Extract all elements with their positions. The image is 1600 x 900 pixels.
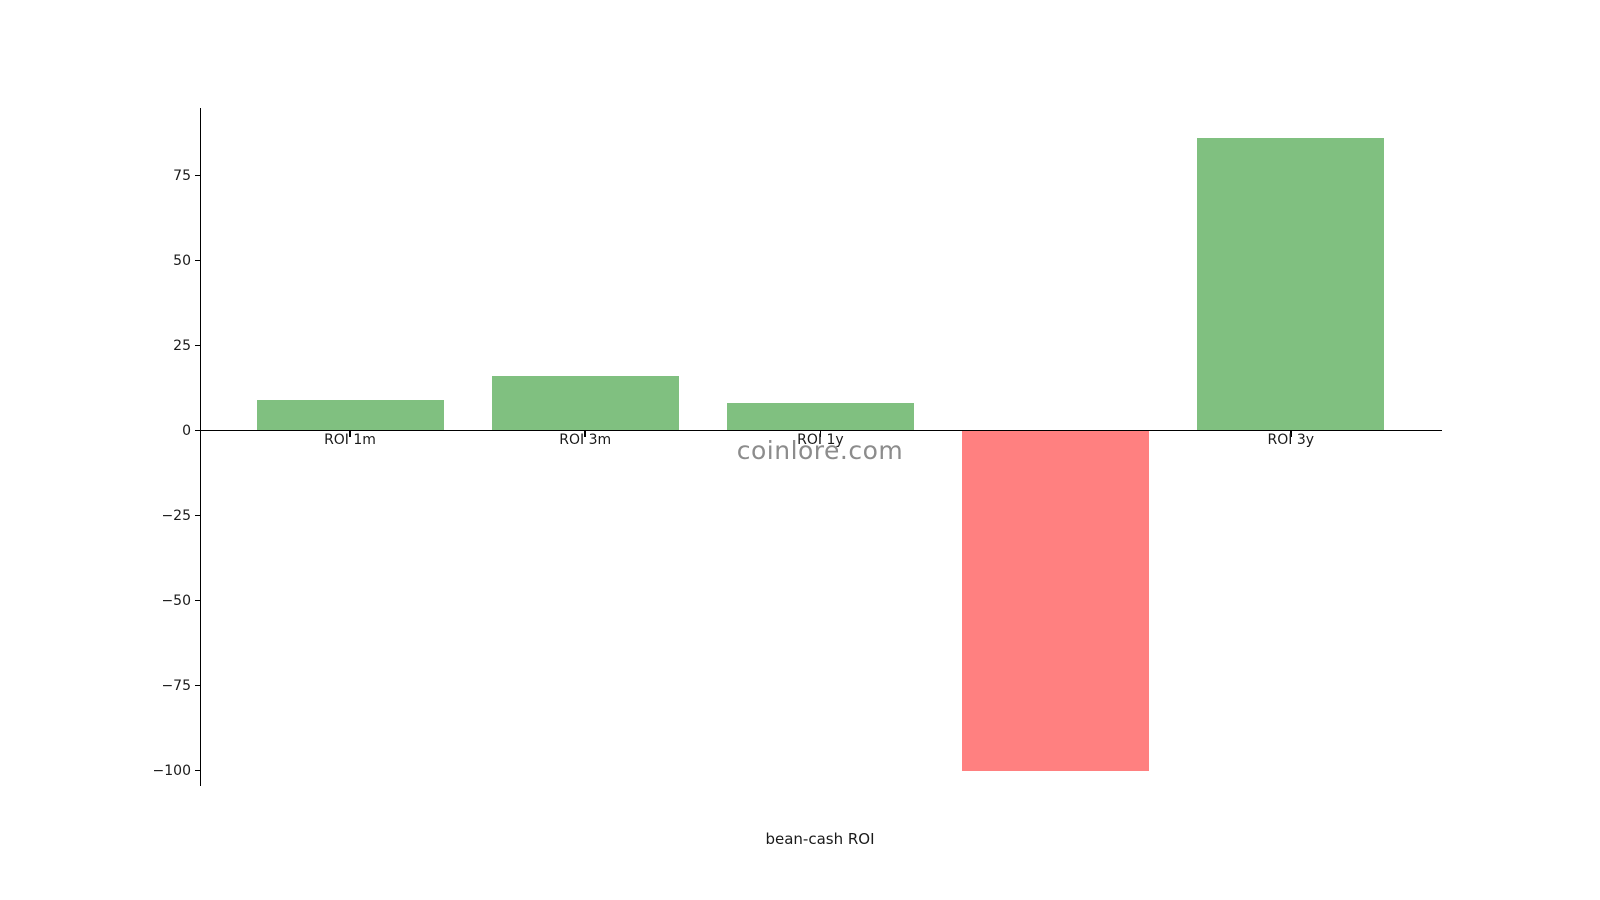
- y-tick-mark: [195, 429, 201, 432]
- y-tick-label: −25: [161, 507, 191, 524]
- watermark-text: coinlore.com: [736, 436, 904, 465]
- x-tick-label: ROI 1y: [797, 431, 844, 448]
- x-axis-zero-line: [201, 429, 1442, 432]
- x-tick-label: ROI 3y: [1267, 431, 1315, 448]
- bar-roi-3m: [491, 376, 679, 431]
- x-tick-label: ROI 1m: [324, 431, 376, 448]
- y-tick-mark: [195, 514, 201, 517]
- x-axis-title: bean-cash ROI: [765, 830, 875, 848]
- bar-roi-1y: [726, 403, 914, 431]
- bar-roi-1m: [256, 399, 444, 431]
- y-tick-label: 25: [173, 337, 191, 354]
- x-tick-mark: [819, 430, 822, 437]
- y-tick-mark: [195, 684, 201, 687]
- y-tick-mark: [195, 174, 201, 177]
- y-tick-label: −50: [161, 592, 191, 609]
- y-tick-label: −100: [152, 762, 191, 779]
- y-axis-line: [199, 108, 201, 786]
- y-tick-mark: [195, 344, 201, 347]
- y-tick-mark: [195, 769, 201, 772]
- y-tick-mark: [195, 599, 201, 602]
- y-tick-label: 0: [182, 422, 191, 439]
- y-tick-label: 75: [173, 167, 191, 184]
- y-tick-mark: [195, 259, 201, 262]
- x-tick-label: ROI 3m: [559, 431, 612, 448]
- bar-roi-3y: [1197, 138, 1385, 431]
- x-tick-mark: [584, 430, 586, 437]
- x-tick-mark: [1290, 430, 1292, 437]
- x-tick-mark: [349, 430, 351, 437]
- y-tick-label: 50: [173, 252, 191, 269]
- bar-category-4: [962, 430, 1150, 771]
- y-tick-label: −75: [161, 677, 191, 694]
